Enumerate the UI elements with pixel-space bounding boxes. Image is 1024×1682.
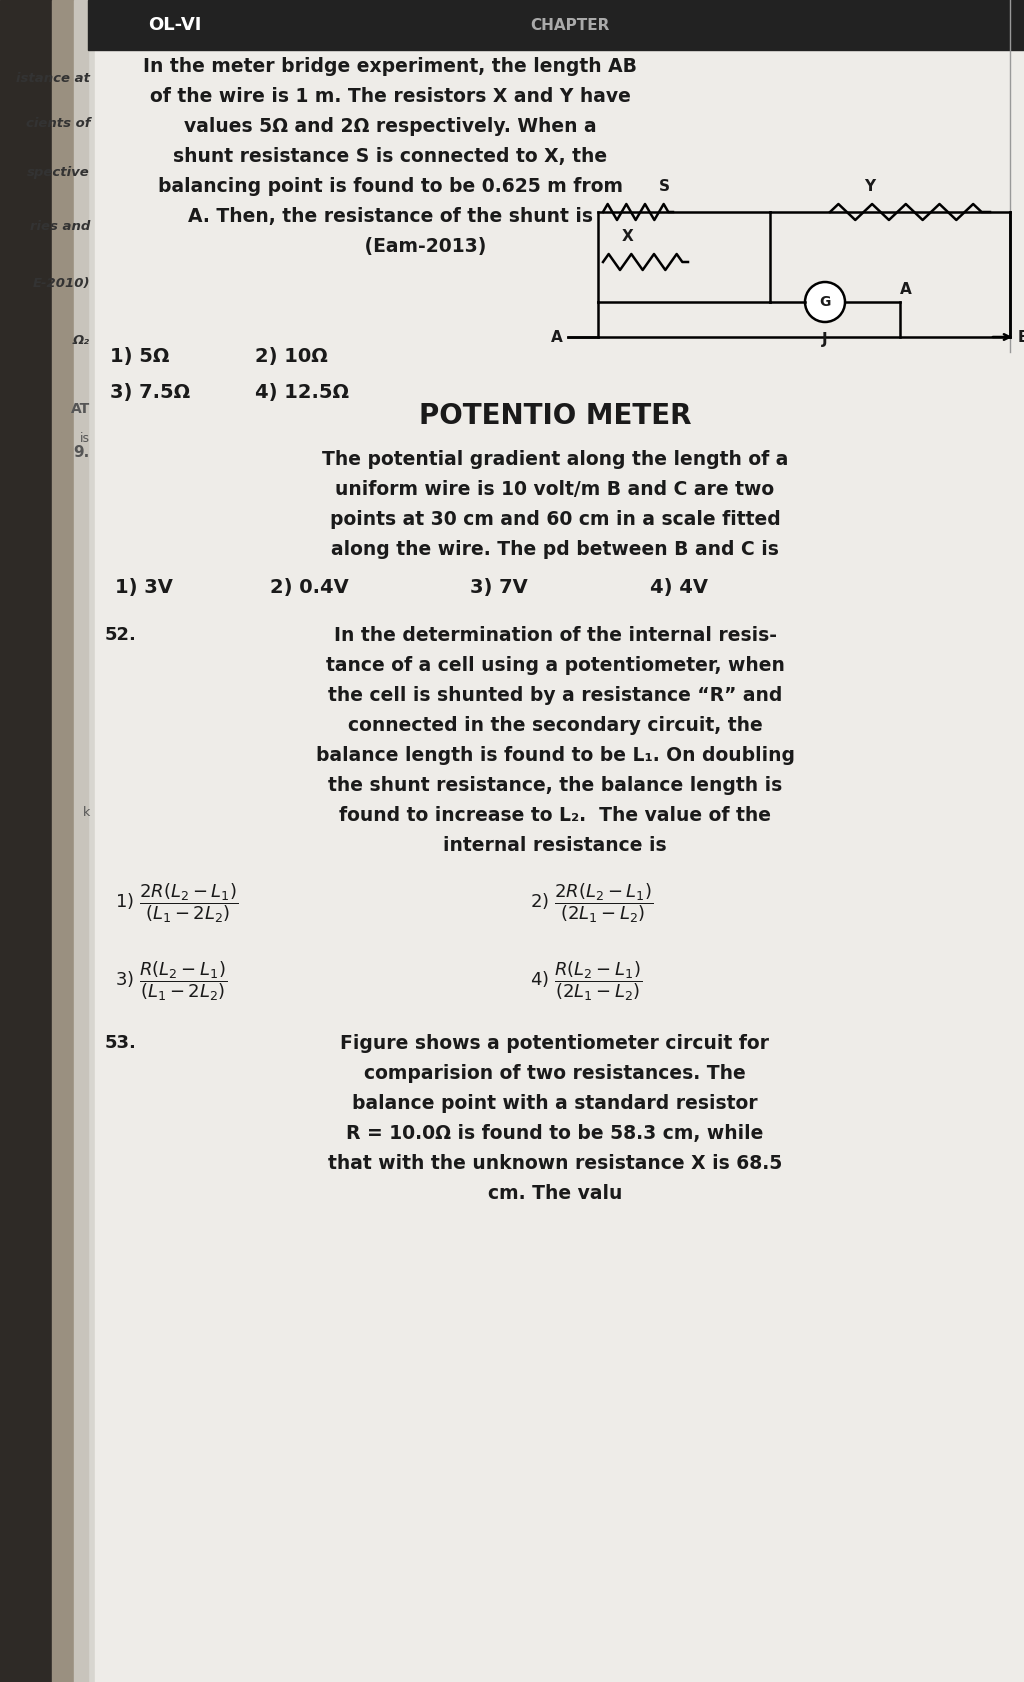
Text: k: k xyxy=(83,806,90,819)
Text: 1) 5Ω: 1) 5Ω xyxy=(110,346,169,367)
Text: E-2010): E-2010) xyxy=(33,278,90,289)
Text: cients of: cients of xyxy=(26,118,90,130)
Text: that with the unknown resistance X is 68.5: that with the unknown resistance X is 68… xyxy=(328,1154,782,1172)
Text: 3) 7.5Ω: 3) 7.5Ω xyxy=(110,383,190,402)
Bar xyxy=(0,0,52,1682)
Text: Ω₂: Ω₂ xyxy=(73,335,90,346)
Text: OL-VI: OL-VI xyxy=(148,17,202,34)
Text: 4) 4V: 4) 4V xyxy=(650,579,708,597)
Text: 2) 0.4V: 2) 0.4V xyxy=(270,579,349,597)
Text: 2) 10Ω: 2) 10Ω xyxy=(255,346,328,367)
Text: 1) 3V: 1) 3V xyxy=(115,579,173,597)
Bar xyxy=(88,0,1024,50)
Text: G: G xyxy=(819,294,830,309)
Text: uniform wire is 10 volt/m B and C are two: uniform wire is 10 volt/m B and C are tw… xyxy=(336,479,774,500)
Text: R = 10.0Ω is found to be 58.3 cm, while: R = 10.0Ω is found to be 58.3 cm, while xyxy=(346,1124,764,1144)
Text: $2)\ \dfrac{2R(L_2 - L_1)}{(2L_1 - L_2)}$: $2)\ \dfrac{2R(L_2 - L_1)}{(2L_1 - L_2)}… xyxy=(530,881,653,925)
Text: balancing point is found to be 0.625 m from: balancing point is found to be 0.625 m f… xyxy=(158,177,623,197)
Text: along the wire. The pd between B and C is: along the wire. The pd between B and C i… xyxy=(331,540,779,558)
Text: A: A xyxy=(551,330,563,345)
Text: S: S xyxy=(658,178,670,193)
Text: balance length is found to be L₁. On doubling: balance length is found to be L₁. On dou… xyxy=(315,747,795,765)
Text: ries and: ries and xyxy=(30,220,90,234)
Text: of the wire is 1 m. The resistors X and Y have: of the wire is 1 m. The resistors X and … xyxy=(150,87,631,106)
Text: the shunt resistance, the balance length is: the shunt resistance, the balance length… xyxy=(328,775,782,796)
Text: internal resistance is: internal resistance is xyxy=(443,836,667,854)
Text: 52.: 52. xyxy=(105,626,137,644)
Text: values 5Ω and 2Ω respectively. When a: values 5Ω and 2Ω respectively. When a xyxy=(183,118,596,136)
Bar xyxy=(52,0,74,1682)
Text: balance point with a standard resistor: balance point with a standard resistor xyxy=(352,1093,758,1113)
Text: AT: AT xyxy=(71,402,90,415)
Text: POTENTIO METER: POTENTIO METER xyxy=(419,402,691,431)
Text: X: X xyxy=(623,229,634,244)
Text: B: B xyxy=(1018,330,1024,345)
Text: tance of a cell using a potentiometer, when: tance of a cell using a potentiometer, w… xyxy=(326,656,784,674)
Bar xyxy=(74,0,88,1682)
Text: 3) 7V: 3) 7V xyxy=(470,579,527,597)
Text: The potential gradient along the length of a: The potential gradient along the length … xyxy=(322,451,788,469)
Text: In the determination of the internal resis-: In the determination of the internal res… xyxy=(334,626,776,644)
Text: $4)\ \dfrac{R(L_2 - L_1)}{(2L_1 - L_2)}$: $4)\ \dfrac{R(L_2 - L_1)}{(2L_1 - L_2)}$ xyxy=(530,959,642,1002)
Text: is: is xyxy=(80,432,90,446)
Text: $1)\ \dfrac{2R(L_2 - L_1)}{(L_1 - 2L_2)}$: $1)\ \dfrac{2R(L_2 - L_1)}{(L_1 - 2L_2)}… xyxy=(115,881,239,925)
Text: (Eam-2013): (Eam-2013) xyxy=(293,237,486,256)
Text: Figure shows a potentiometer circuit for: Figure shows a potentiometer circuit for xyxy=(341,1034,769,1053)
Text: found to increase to L₂.  The value of the: found to increase to L₂. The value of th… xyxy=(339,806,771,824)
Text: J: J xyxy=(822,331,827,346)
Text: 9.: 9. xyxy=(74,446,90,459)
Text: 53.: 53. xyxy=(105,1034,137,1051)
Text: points at 30 cm and 60 cm in a scale fitted: points at 30 cm and 60 cm in a scale fit… xyxy=(330,510,780,530)
Text: cm. The valu: cm. The valu xyxy=(487,1184,623,1203)
Circle shape xyxy=(805,283,845,321)
Text: spective: spective xyxy=(28,167,90,178)
Text: A: A xyxy=(900,283,911,298)
Text: shunt resistance S is connected to X, the: shunt resistance S is connected to X, th… xyxy=(173,146,607,167)
Text: the cell is shunted by a resistance “R” and: the cell is shunted by a resistance “R” … xyxy=(328,686,782,705)
Text: comparision of two resistances. The: comparision of two resistances. The xyxy=(365,1065,745,1083)
Text: istance at: istance at xyxy=(16,72,90,86)
Text: $3)\ \dfrac{R(L_2 - L_1)}{(L_1 - 2L_2)}$: $3)\ \dfrac{R(L_2 - L_1)}{(L_1 - 2L_2)}$ xyxy=(115,959,227,1002)
Text: CHAPTER: CHAPTER xyxy=(530,17,609,32)
Text: Y: Y xyxy=(864,178,876,193)
Text: connected in the secondary circuit, the: connected in the secondary circuit, the xyxy=(347,717,763,735)
Text: A. Then, the resistance of the shunt is: A. Then, the resistance of the shunt is xyxy=(187,207,593,225)
Text: In the meter bridge experiment, the length AB: In the meter bridge experiment, the leng… xyxy=(143,57,637,76)
Text: 4) 12.5Ω: 4) 12.5Ω xyxy=(255,383,349,402)
